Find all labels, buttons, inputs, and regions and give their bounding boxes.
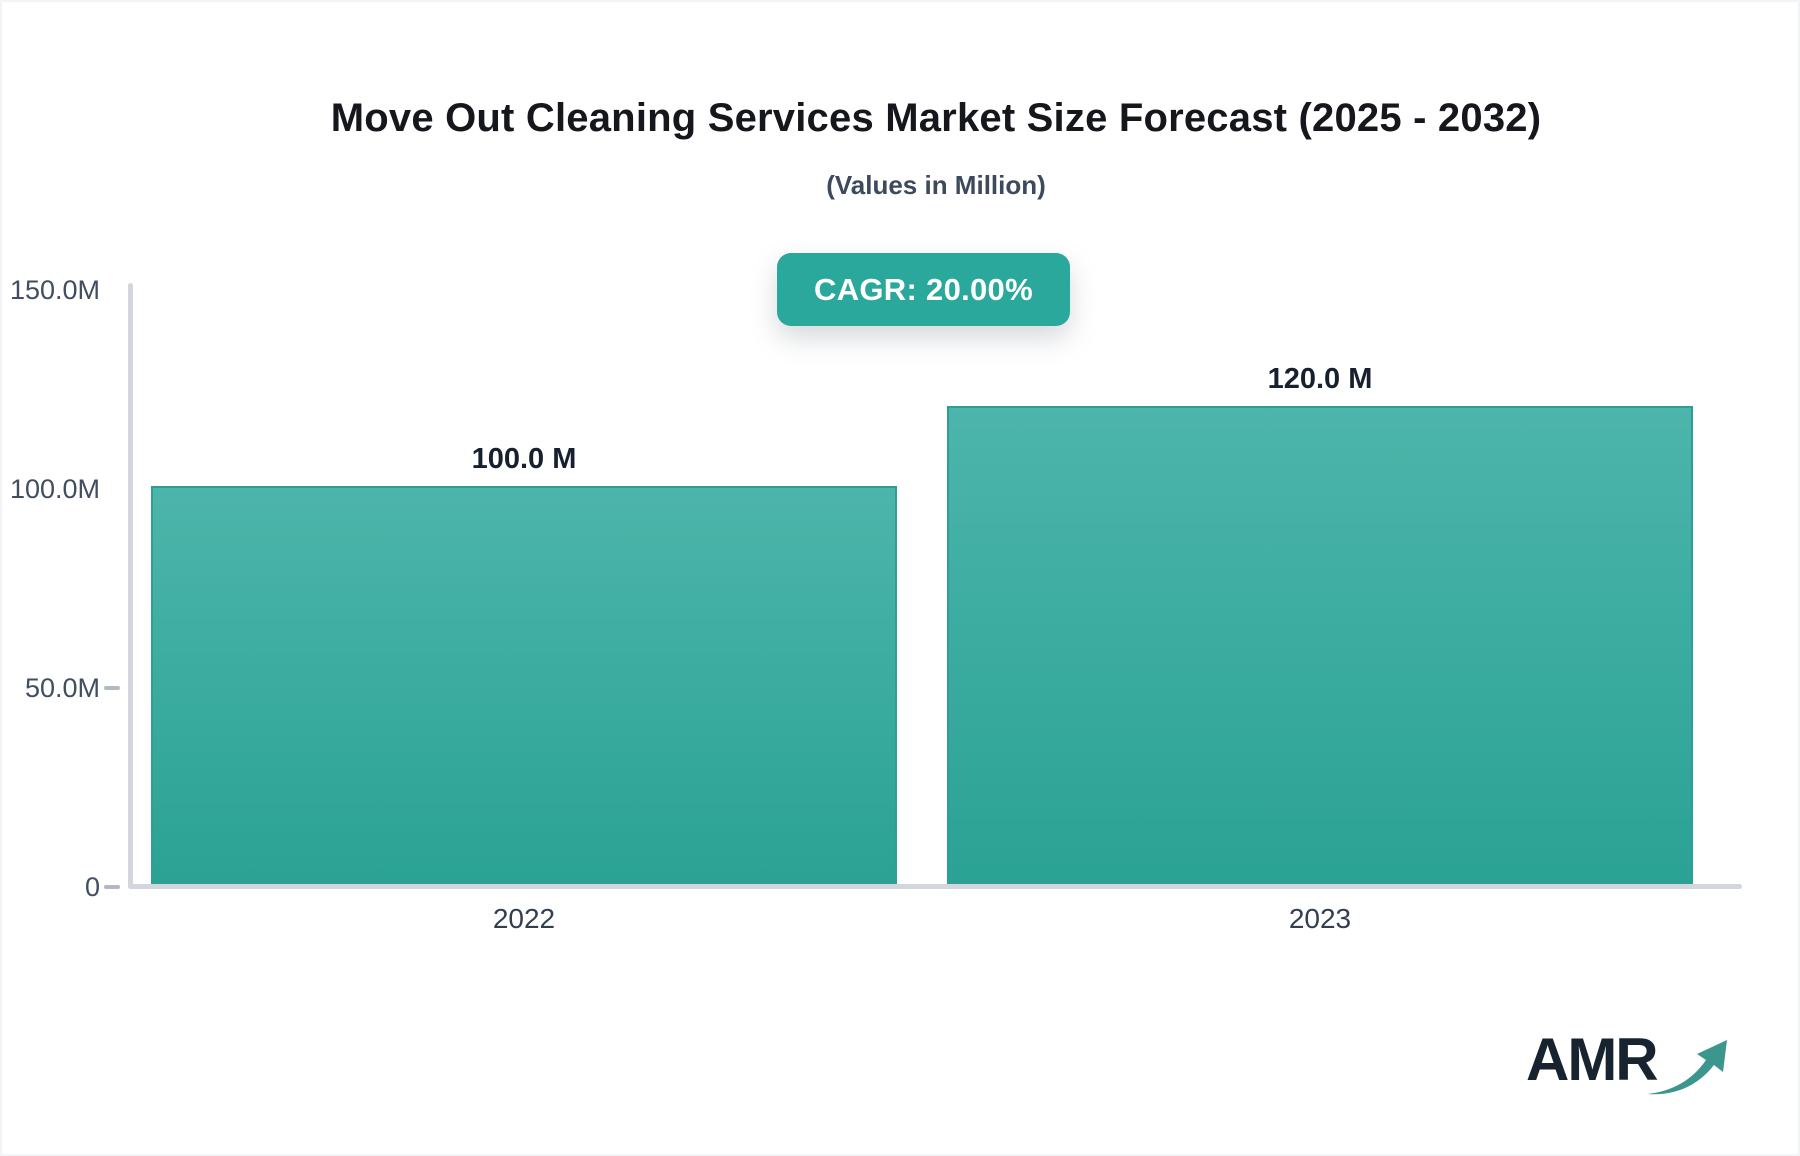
bar-2023 — [947, 406, 1693, 884]
bar-value-label: 100.0 M — [471, 443, 577, 475]
y-axis-tick-label: 50.0M — [24, 673, 100, 703]
cagr-badge: CAGR: 20.00% — [777, 253, 1070, 326]
y-axis-tick-label: 100.0M — [9, 474, 100, 504]
y-axis-tick-label: 0 — [84, 872, 100, 902]
y-axis-tick-dash — [104, 686, 120, 690]
bar-2022 — [151, 486, 897, 884]
cagr-badge-label: CAGR: 20.00% — [814, 271, 1033, 307]
y-axis-tick-dash — [104, 885, 120, 889]
y-axis-line — [128, 283, 133, 889]
x-axis-line — [128, 884, 1742, 889]
chart-title: Move Out Cleaning Services Market Size F… — [330, 96, 1542, 140]
amr-logo: AMR — [1526, 1030, 1731, 1107]
y-axis-tick-label: 150.0M — [9, 275, 100, 305]
x-axis-label: 2022 — [492, 903, 556, 934]
bar-value-label: 120.0 M — [1267, 363, 1373, 396]
amr-logo-text: AMR — [1526, 1026, 1659, 1093]
chart-subtitle: (Values in Million) — [826, 170, 1046, 200]
trend-up-arrow-icon — [1643, 1032, 1731, 1107]
x-axis-label: 2023 — [1288, 903, 1352, 934]
